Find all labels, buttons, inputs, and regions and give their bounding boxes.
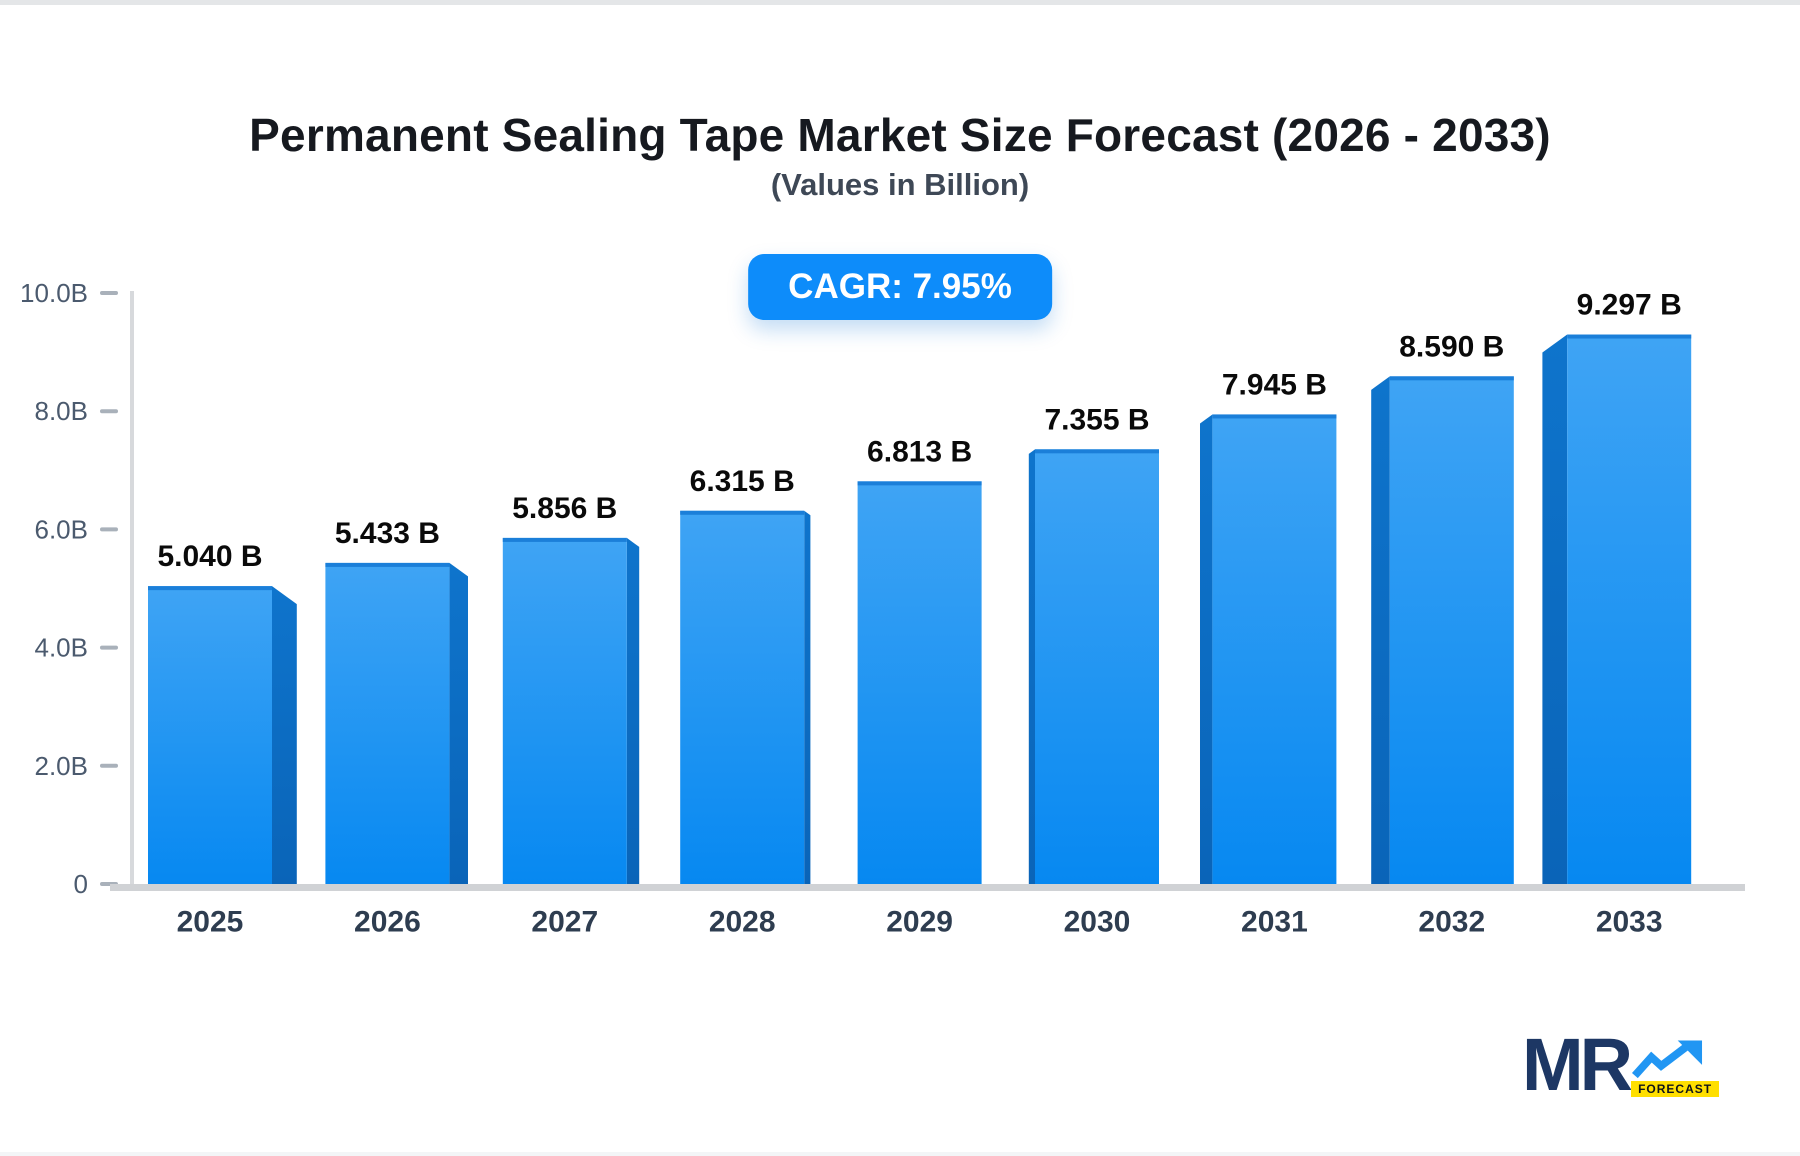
bar-2031 xyxy=(1212,414,1337,888)
bar-2033 xyxy=(1567,334,1692,888)
x-axis-line xyxy=(110,884,1745,891)
y-axis-tick xyxy=(100,763,118,768)
bar-side xyxy=(1028,449,1035,888)
x-axis-label: 2026 xyxy=(354,906,421,939)
logo-right-block: FORECAST xyxy=(1631,1040,1720,1097)
bar-value-label: 8.590 B xyxy=(1399,330,1504,363)
cagr-badge: CAGR: 7.95% xyxy=(748,254,1052,320)
bar-2028 xyxy=(680,510,805,888)
bar-top-edge xyxy=(1567,334,1692,339)
bar-2025 xyxy=(148,586,272,888)
chart-subtitle: (Values in Billion) xyxy=(770,167,1030,202)
bar-value-label: 7.945 B xyxy=(1222,368,1327,401)
bar-side xyxy=(804,510,811,888)
bar-top-edge xyxy=(502,537,627,542)
y-axis-label: 6.0B xyxy=(35,514,89,544)
x-axis-label: 2030 xyxy=(1064,906,1131,939)
y-axis-label: 8.0B xyxy=(35,396,89,426)
bar-side xyxy=(1371,376,1390,888)
bar-value-label: 9.297 B xyxy=(1577,289,1682,322)
y-axis-label: 10.0B xyxy=(20,278,88,308)
logo-text-mr: MR xyxy=(1522,1023,1633,1106)
brand-logo: MR FORECAST xyxy=(1522,1023,1720,1110)
bar-side xyxy=(449,562,468,888)
bar-value-label: 7.355 B xyxy=(1044,403,1149,436)
bar-side xyxy=(272,586,297,888)
bar-value-label: 5.040 B xyxy=(157,540,262,573)
y-axis-tick xyxy=(100,527,118,532)
bar-value-label: 6.813 B xyxy=(867,435,972,468)
bar-side xyxy=(626,537,640,888)
bar-2032 xyxy=(1389,376,1514,888)
bar-side xyxy=(1200,414,1213,888)
bar-2030 xyxy=(1035,449,1159,888)
bar-value-label: 5.433 B xyxy=(335,517,440,550)
bar-top-edge xyxy=(680,510,805,515)
chart-plot: 10.0B 8.0B 6.0B 4.0B 2.0B 0 5.040 B 2025 5.433 B… xyxy=(20,278,1745,939)
window-top-edge xyxy=(0,0,1800,5)
bar-2026 xyxy=(325,562,450,888)
x-axis-label: 2027 xyxy=(531,906,598,939)
x-axis-label: 2033 xyxy=(1596,906,1663,939)
y-axis-label: 2.0B xyxy=(35,751,89,781)
y-axis-label: 4.0B xyxy=(35,633,89,663)
bar-2027 xyxy=(502,537,627,888)
bar-value-label: 5.856 B xyxy=(512,492,617,525)
bar-top-edge xyxy=(1389,376,1514,381)
logo-text-forecast: FORECAST xyxy=(1631,1081,1720,1097)
bar-top-edge xyxy=(325,562,450,567)
bar-top-edge xyxy=(857,481,982,486)
y-axis-label: 0 xyxy=(74,869,88,899)
y-axis-line xyxy=(130,291,134,890)
x-axis-label: 2031 xyxy=(1241,906,1308,939)
bar-2029 xyxy=(857,481,982,888)
bar-side xyxy=(1542,334,1568,888)
trend-arrow-icon xyxy=(1632,1040,1703,1079)
bar-top-edge xyxy=(1035,449,1159,454)
y-axis-tick xyxy=(100,409,118,414)
bar-top-edge xyxy=(1212,414,1337,419)
chart-title: Permanent Sealing Tape Market Size Forec… xyxy=(249,109,1551,161)
y-axis-tick xyxy=(100,645,118,650)
x-axis-label: 2025 xyxy=(177,906,244,939)
x-axis-label: 2032 xyxy=(1418,906,1485,939)
x-axis-label: 2028 xyxy=(709,906,776,939)
x-axis-label: 2029 xyxy=(886,906,953,939)
bar-top-edge xyxy=(148,586,272,591)
y-axis-tick xyxy=(100,291,118,295)
bar-value-label: 6.315 B xyxy=(690,465,795,498)
window-bottom-edge xyxy=(0,1152,1800,1156)
